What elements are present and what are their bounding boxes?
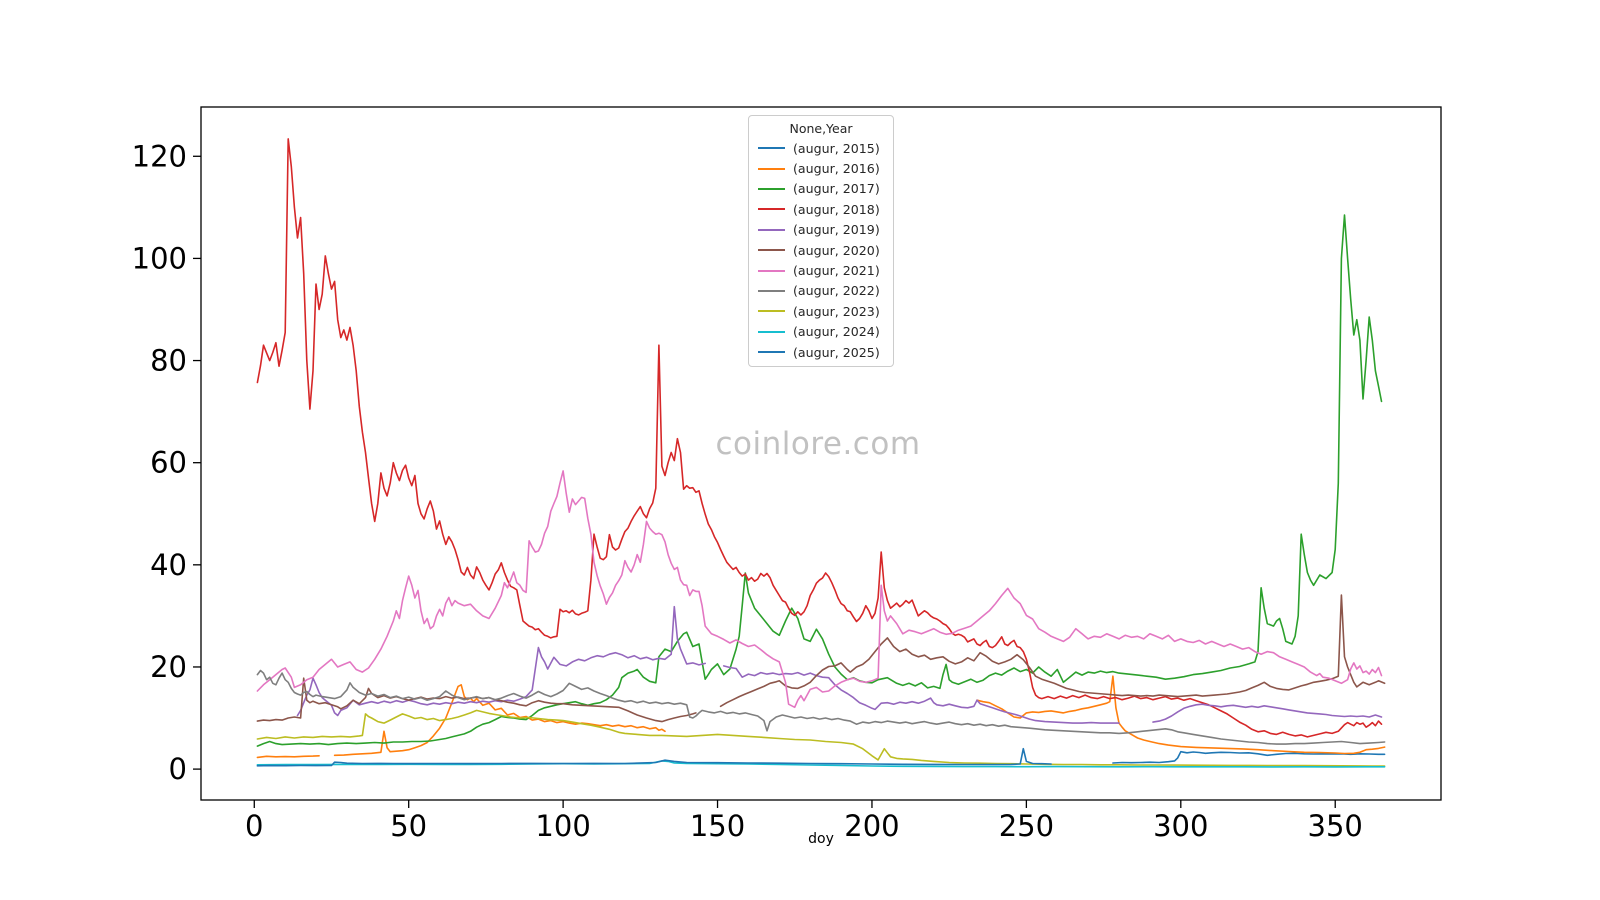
legend-item-label: (augur, 2023): [793, 303, 880, 319]
watermark: coinlore.com: [715, 426, 921, 462]
y-tick-label: 20: [150, 650, 187, 684]
x-tick-label: 250: [999, 809, 1054, 843]
series-line-2022: [256, 669, 1386, 745]
y-tick-label: 100: [132, 241, 187, 275]
legend: None,Year (augur, 2015) (augur, 2016) (aug…: [748, 115, 894, 367]
x-tick-label: 50: [390, 809, 427, 843]
legend-item-label: (augur, 2017): [793, 181, 880, 197]
axes-spines: [200, 106, 1442, 801]
series-line-2015: [1112, 750, 1386, 764]
legend-item-2022: (augur, 2022): [749, 281, 893, 301]
legend-swatch-icon: [758, 187, 785, 190]
legend-swatch-icon: [758, 249, 785, 252]
legend-item-2021: (augur, 2021): [749, 260, 893, 280]
x-tick-label: 200: [844, 809, 899, 843]
y-tick-label: 120: [132, 139, 187, 173]
legend-swatch-icon: [758, 147, 785, 150]
series-line-2020: [256, 677, 697, 723]
series-line-2024: [256, 760, 1386, 768]
series-line-2019: [1152, 703, 1383, 723]
legend-item-2019: (augur, 2019): [749, 220, 893, 240]
y-tick-label: 60: [150, 446, 187, 480]
x-axis-label: doy: [808, 831, 834, 847]
legend-item-2024: (augur, 2024): [749, 322, 893, 342]
legend-item-2017: (augur, 2017): [749, 179, 893, 199]
x-tick-label: 100: [535, 809, 590, 843]
legend-item-2015: (augur, 2015): [749, 138, 893, 158]
legend-swatch-icon: [758, 269, 785, 272]
series-line-2016: [333, 683, 666, 757]
legend-item-label: (augur, 2022): [793, 283, 880, 299]
series-line-2019: [296, 605, 707, 717]
legend-swatch-icon: [758, 330, 785, 333]
legend-title: None,Year: [789, 121, 853, 136]
series-line-2018: [256, 138, 1383, 738]
legend-swatch-icon: [758, 310, 785, 313]
series-line-2023: [256, 709, 1386, 767]
x-tick-label: 150: [690, 809, 745, 843]
legend-swatch-icon: [758, 208, 785, 211]
y-tick-label: 0: [169, 752, 187, 786]
legend-item-label: (augur, 2019): [793, 222, 880, 238]
x-tick-label: 300: [1153, 809, 1208, 843]
legend-items: (augur, 2015) (augur, 2016) (augur, 2017) (…: [749, 138, 893, 362]
legend-item-2023: (augur, 2023): [749, 301, 893, 321]
legend-item-label: (augur, 2016): [793, 161, 880, 177]
legend-item-2016: (augur, 2016): [749, 158, 893, 178]
series-line-2025: [256, 747, 1052, 767]
legend-item-2018: (augur, 2018): [749, 199, 893, 219]
x-tick-label: 0: [245, 809, 263, 843]
x-tick-label: 350: [1308, 809, 1363, 843]
legend-item-label: (augur, 2025): [793, 344, 880, 360]
legend-item-label: (augur, 2024): [793, 324, 880, 340]
series-line-2016: [256, 754, 320, 759]
series-line-2019: [722, 665, 1120, 724]
y-tick-label: 40: [150, 548, 187, 582]
legend-swatch-icon: [758, 167, 785, 170]
y-tick-label: 80: [150, 344, 187, 378]
legend-item-label: (augur, 2021): [793, 263, 880, 279]
series-line-2016: [976, 675, 1386, 755]
legend-item-2025: (augur, 2025): [749, 342, 893, 362]
legend-item-label: (augur, 2020): [793, 242, 880, 258]
series-line-2021: [256, 470, 1383, 709]
legend-swatch-icon: [758, 228, 785, 231]
legend-swatch-icon: [758, 289, 785, 292]
legend-swatch-icon: [758, 351, 785, 354]
legend-item-label: (augur, 2018): [793, 201, 880, 217]
legend-item-label: (augur, 2015): [793, 140, 880, 156]
series-line-2020: [719, 594, 1386, 708]
legend-item-2020: (augur, 2020): [749, 240, 893, 260]
